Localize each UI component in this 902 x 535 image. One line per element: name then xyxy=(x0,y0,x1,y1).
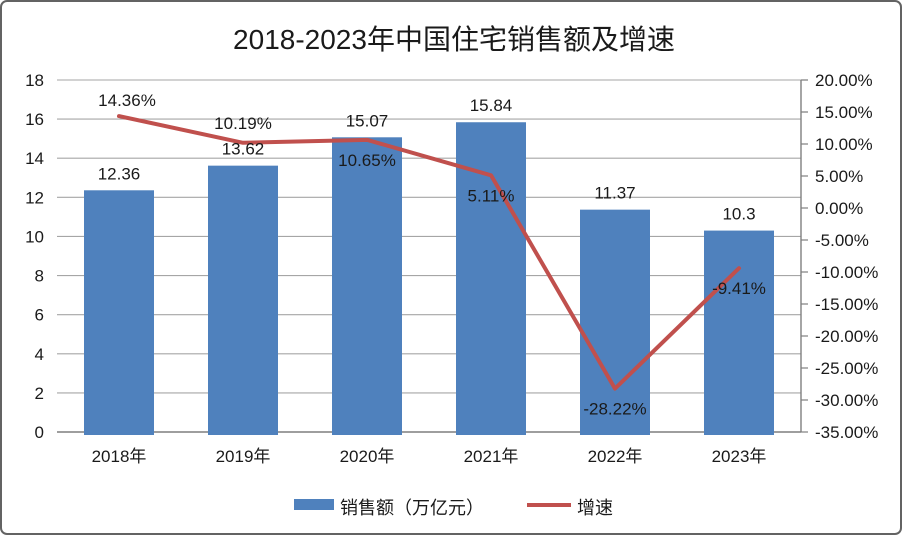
bars-layer xyxy=(84,122,774,436)
line-series-layer xyxy=(117,114,741,391)
right-axis-tick-label--30.00%: -30.00% xyxy=(815,391,878,410)
right-axis-tick-label-20.00%: 20.00% xyxy=(815,71,873,90)
x-axis-label-2022年: 2022年 xyxy=(588,447,643,466)
bar-value-label-2019年: 13.62 xyxy=(222,140,265,159)
x-axis-label-2018年: 2018年 xyxy=(92,447,147,466)
left-axis-tick-label-10: 10 xyxy=(25,227,44,246)
right-axis-tick-label--10.00%: -10.00% xyxy=(815,263,878,282)
right-axis-tick-label--20.00%: -20.00% xyxy=(815,327,878,346)
growth-value-label-2023年: -9.41% xyxy=(712,279,766,298)
bar-value-label-2023年: 10.3 xyxy=(722,205,755,224)
growth-value-label-2020年: 10.65% xyxy=(338,151,396,170)
right-axis-tick-label-5.00%: 5.00% xyxy=(815,167,863,186)
growth-value-label-2018年: 14.36% xyxy=(98,91,156,110)
growth-rate-line xyxy=(117,114,741,391)
data-labels-layer: 12.36 13.62 15.07 15.84 11.37 10.3 14.36% 10.19… xyxy=(98,91,766,419)
right-axis-tick-label-15.00%: 15.00% xyxy=(815,103,873,122)
legend: 销售额（万亿元） 增速 xyxy=(294,498,613,518)
chart-title: 2018-2023年中国住宅销售额及增速 xyxy=(233,24,675,55)
gridlines-layer xyxy=(57,79,801,433)
right-axis-tick-label--5.00%: -5.00% xyxy=(815,231,869,250)
left-axis-tick-label-4: 4 xyxy=(35,345,44,364)
left-axis-tick-label-6: 6 xyxy=(35,306,44,325)
right-axis-tick-label--35.00%: -35.00% xyxy=(815,423,878,442)
right-axis-tick-label-10.00%: 10.00% xyxy=(815,135,873,154)
left-axis-tick-label-16: 16 xyxy=(25,110,44,129)
legend-label-growth: 增速 xyxy=(577,498,613,518)
growth-value-label-2019年: 10.19% xyxy=(214,114,272,133)
bar-value-label-2021年: 15.84 xyxy=(470,96,513,115)
bar-value-label-2020年: 15.07 xyxy=(346,111,389,130)
bar-value-label-2018年: 12.36 xyxy=(98,164,141,183)
left-axis-tick-label-14: 14 xyxy=(25,149,44,168)
bar-value-label-2022年: 11.37 xyxy=(594,184,635,203)
left-axis-tick-label-12: 12 xyxy=(25,188,44,207)
left-axis-tick-label-8: 8 xyxy=(35,267,44,286)
bar-2020年 xyxy=(332,137,402,435)
left-axis-tick-label-2: 2 xyxy=(35,384,44,403)
right-axis-tick-label--25.00%: -25.00% xyxy=(815,359,878,378)
bar-2019年 xyxy=(208,165,278,436)
bar-2023年 xyxy=(704,230,774,435)
legend-swatch-sales-bar xyxy=(294,499,334,510)
x-axis-label-2023年: 2023年 xyxy=(712,447,767,466)
legend-label-sales: 销售额（万亿元） xyxy=(340,498,484,518)
x-axis-label-2021年: 2021年 xyxy=(464,447,519,466)
left-axis-tick-label-18: 18 xyxy=(25,71,44,90)
right-axis-tick-label--15.00%: -15.00% xyxy=(815,295,878,314)
x-axis-label-2020年: 2020年 xyxy=(340,447,395,466)
growth-value-label-2021年: 5.11% xyxy=(468,186,515,205)
growth-value-label-2022年: -28.22% xyxy=(583,400,646,419)
right-axis-tick-label-0.00%: 0.00% xyxy=(815,199,863,218)
left-axis-tick-label-0: 0 xyxy=(35,423,44,442)
axes-layer: 0 2 4 6 8 10 12 14 16 18 2018年 2019年 2020年 2021年 2022年… xyxy=(25,71,878,466)
bar-2018年 xyxy=(84,190,154,435)
x-axis-label-2019年: 2019年 xyxy=(216,447,271,466)
bar-2022年 xyxy=(580,209,650,435)
